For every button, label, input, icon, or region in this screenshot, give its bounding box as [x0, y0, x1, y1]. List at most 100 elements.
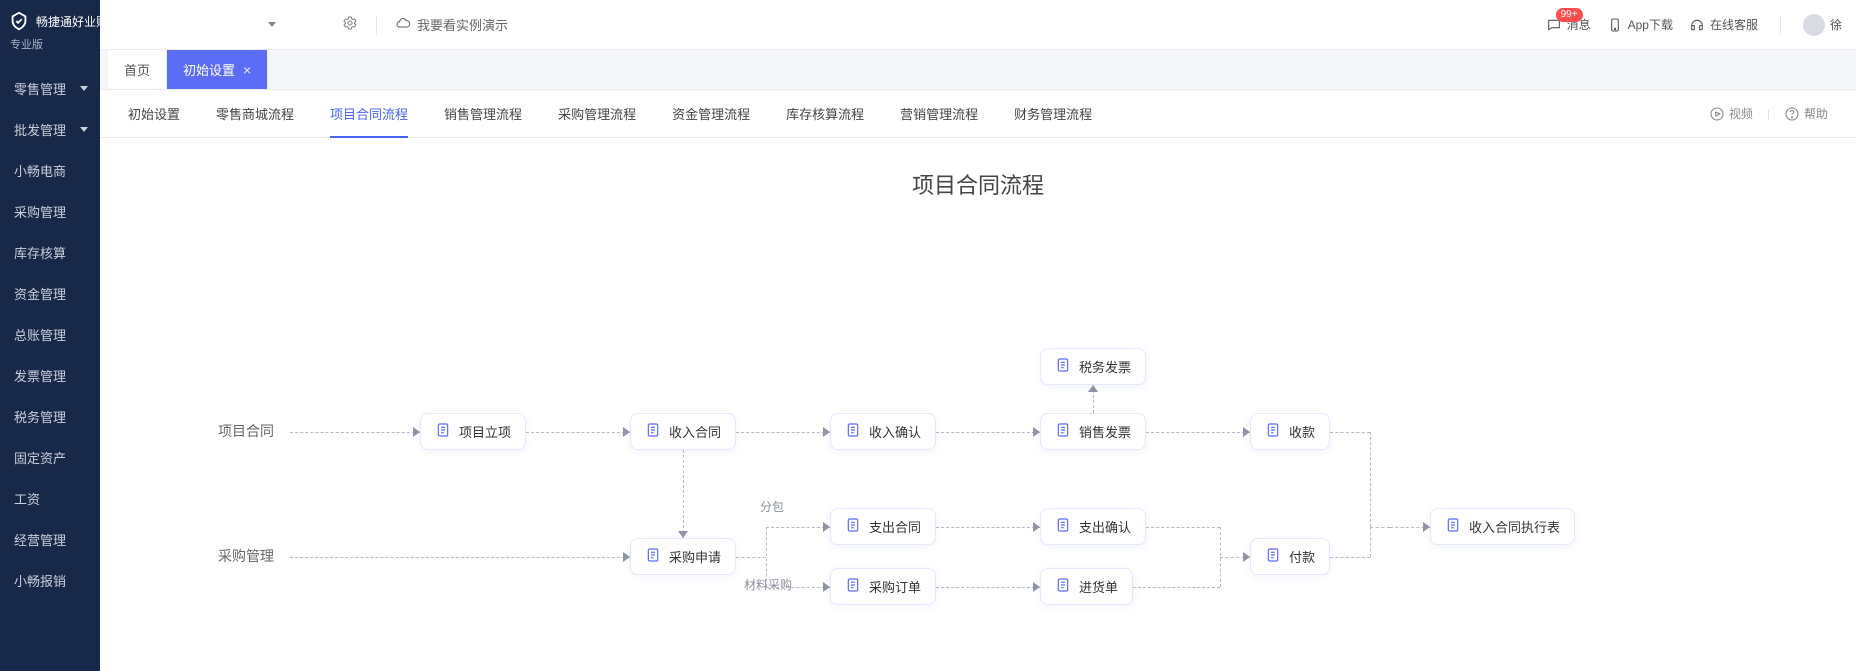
document-icon	[845, 517, 861, 536]
document-icon	[645, 422, 661, 441]
main: 我要看实例演示 99+ 消息 App下载	[100, 0, 1856, 671]
help-label: 帮助	[1804, 105, 1828, 122]
tab-初始设置[interactable]: 初始设置×	[167, 50, 268, 89]
connector	[683, 450, 684, 538]
sub-tab-零售商城流程[interactable]: 零售商城流程	[216, 90, 294, 137]
document-icon	[1265, 547, 1281, 566]
flow-node-label: 收入合同执行表	[1469, 517, 1560, 536]
connector	[736, 557, 766, 558]
arrow-icon	[823, 582, 830, 592]
connector	[936, 587, 1040, 588]
sub-nav: 初始设置零售商城流程项目合同流程销售管理流程采购管理流程资金管理流程库存核算流程…	[100, 90, 1856, 138]
customer-service-label: 在线客服	[1710, 16, 1758, 33]
connector	[290, 557, 630, 558]
app-download-link[interactable]: App下载	[1607, 16, 1673, 33]
flow-node-n_xsfp[interactable]: 销售发票	[1040, 413, 1146, 450]
flow-node-label: 采购订单	[869, 577, 921, 596]
sub-tab-营销管理流程[interactable]: 营销管理流程	[900, 90, 978, 137]
sub-tab-采购管理流程[interactable]: 采购管理流程	[558, 90, 636, 137]
flow-node-n_srzxb[interactable]: 收入合同执行表	[1430, 508, 1575, 545]
avatar-icon	[1803, 14, 1825, 36]
sidebar-item-发票管理[interactable]: 发票管理	[0, 355, 100, 396]
connector	[1146, 432, 1250, 433]
sidebar-item-资金管理[interactable]: 资金管理	[0, 273, 100, 314]
topbar-right: 99+ 消息 App下载 在线客服	[1546, 14, 1842, 36]
flow-node-n_srqr[interactable]: 收入确认	[830, 413, 936, 450]
sub-tab-初始设置[interactable]: 初始设置	[128, 90, 180, 137]
flow-node-n_cgdd[interactable]: 采购订单	[830, 568, 936, 605]
sidebar-item-总账管理[interactable]: 总账管理	[0, 314, 100, 355]
top-bar: 我要看实例演示 99+ 消息 App下载	[100, 0, 1856, 50]
brand-logo-icon	[8, 10, 30, 32]
sidebar-item-固定资产[interactable]: 固定资产	[0, 437, 100, 478]
sub-tab-资金管理流程[interactable]: 资金管理流程	[672, 90, 750, 137]
sidebar-item-label: 小畅报销	[14, 571, 66, 590]
customer-service-link[interactable]: 在线客服	[1689, 16, 1758, 33]
demo-link[interactable]: 我要看实例演示	[395, 15, 508, 34]
sidebar-item-批发管理[interactable]: 批发管理	[0, 109, 100, 150]
org-select[interactable]	[110, 22, 330, 27]
flow-node-n_jhd[interactable]: 进货单	[1040, 568, 1133, 605]
gear-icon[interactable]	[342, 15, 358, 34]
phone-icon	[1607, 17, 1623, 33]
document-icon	[1265, 422, 1281, 441]
sub-tab-库存核算流程[interactable]: 库存核算流程	[786, 90, 864, 137]
demo-label: 我要看实例演示	[417, 15, 508, 34]
flow-node-label: 项目立项	[459, 422, 511, 441]
connector	[766, 527, 830, 528]
arrow-icon	[413, 427, 420, 437]
sidebar-item-采购管理[interactable]: 采购管理	[0, 191, 100, 232]
flow-canvas: 项目合同流程 项目合同采购管理项目立项收入合同收入确认销售发票税务发票收款收入合…	[100, 138, 1856, 671]
tab-label: 首页	[124, 60, 150, 79]
flow-node-label: 销售发票	[1079, 422, 1131, 441]
video-label: 视频	[1729, 105, 1753, 122]
document-icon	[845, 422, 861, 441]
flow-node-n_fk[interactable]: 付款	[1250, 538, 1330, 575]
sidebar-item-小畅电商[interactable]: 小畅电商	[0, 150, 100, 191]
connector	[1146, 527, 1220, 528]
username: 徐	[1830, 16, 1842, 33]
sidebar-item-label: 工资	[14, 489, 40, 508]
tab-首页[interactable]: 首页	[108, 50, 167, 89]
user-menu[interactable]: 徐	[1803, 14, 1842, 36]
close-icon[interactable]: ×	[243, 62, 251, 78]
flow-node-n_sk[interactable]: 收款	[1250, 413, 1330, 450]
flow-node-label: 税务发票	[1079, 357, 1131, 376]
sidebar-item-零售管理[interactable]: 零售管理	[0, 68, 100, 109]
sidebar-item-经营管理[interactable]: 经营管理	[0, 519, 100, 560]
sidebar-item-label: 经营管理	[14, 530, 66, 549]
sidebar-item-小畅报销[interactable]: 小畅报销	[0, 560, 100, 601]
sub-tab-销售管理流程[interactable]: 销售管理流程	[444, 90, 522, 137]
help-link[interactable]: 帮助	[1784, 105, 1828, 122]
messages-badge: 99+	[1556, 8, 1583, 22]
app-download-label: App下载	[1628, 16, 1673, 33]
play-icon	[1709, 106, 1725, 122]
flow-node-n_srht[interactable]: 收入合同	[630, 413, 736, 450]
document-icon	[1055, 357, 1071, 376]
video-link[interactable]: 视频	[1709, 105, 1753, 122]
sub-tab-项目合同流程[interactable]: 项目合同流程	[330, 90, 408, 137]
sidebar-item-库存核算[interactable]: 库存核算	[0, 232, 100, 273]
tabs-bar: 首页初始设置×	[100, 50, 1856, 90]
chevron-down-icon	[80, 86, 88, 91]
flow-node-n_cgsq[interactable]: 采购申请	[630, 538, 736, 575]
sub-tab-财务管理流程[interactable]: 财务管理流程	[1014, 90, 1092, 137]
sidebar-item-工资[interactable]: 工资	[0, 478, 100, 519]
sidebar-item-label: 采购管理	[14, 202, 66, 221]
sidebar-item-税务管理[interactable]: 税务管理	[0, 396, 100, 437]
document-icon	[845, 577, 861, 596]
document-icon	[1055, 422, 1071, 441]
document-icon	[1055, 517, 1071, 536]
sidebar-item-label: 资金管理	[14, 284, 66, 303]
flow-node-n_swfp[interactable]: 税务发票	[1040, 348, 1146, 385]
sidebar-item-label: 总账管理	[14, 325, 66, 344]
connector	[1370, 527, 1371, 557]
flow-node-n_zcqr[interactable]: 支出确认	[1040, 508, 1146, 545]
connector	[936, 432, 1040, 433]
row-label: 采购管理	[218, 546, 274, 566]
flow-node-n_lixiang[interactable]: 项目立项	[420, 413, 526, 450]
sidebar-item-label: 税务管理	[14, 407, 66, 426]
brand-box: 畅捷通好业财 专业版	[0, 0, 100, 58]
messages-link[interactable]: 99+ 消息	[1546, 16, 1591, 33]
flow-node-n_zcht[interactable]: 支出合同	[830, 508, 936, 545]
